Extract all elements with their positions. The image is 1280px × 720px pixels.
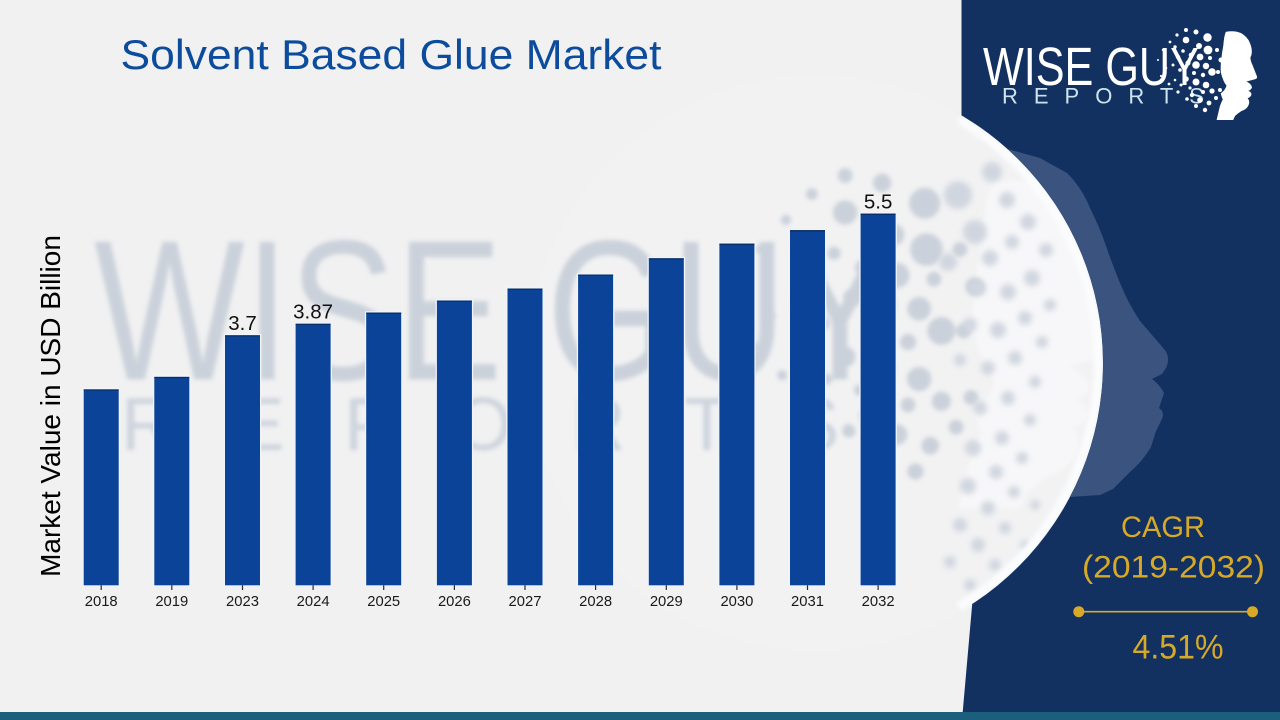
svg-text:2027: 2027 [509, 594, 542, 610]
svg-text:2023: 2023 [226, 594, 259, 610]
svg-text:2026: 2026 [438, 594, 471, 610]
svg-text:2029: 2029 [650, 594, 683, 610]
svg-text:Market Value in USD Billion: Market Value in USD Billion [35, 235, 66, 577]
svg-text:Solvent Based Glue Market: Solvent Based Glue Market [121, 31, 662, 78]
svg-text:2031: 2031 [791, 594, 824, 610]
svg-text:2030: 2030 [720, 594, 753, 610]
svg-text:4.51%: 4.51% [1133, 629, 1224, 667]
svg-text:3.7: 3.7 [228, 312, 257, 335]
svg-text:2025: 2025 [367, 594, 400, 610]
svg-text:2028: 2028 [579, 594, 612, 610]
svg-text:2018: 2018 [85, 594, 118, 610]
svg-text:2019: 2019 [155, 594, 188, 610]
svg-text:2032: 2032 [862, 594, 895, 610]
svg-text:CAGR: CAGR [1121, 511, 1205, 544]
svg-text:5.5: 5.5 [864, 191, 893, 214]
svg-text:3.87: 3.87 [293, 301, 333, 324]
svg-text:2024: 2024 [297, 594, 330, 610]
svg-text:(2019-2032): (2019-2032) [1082, 549, 1265, 585]
